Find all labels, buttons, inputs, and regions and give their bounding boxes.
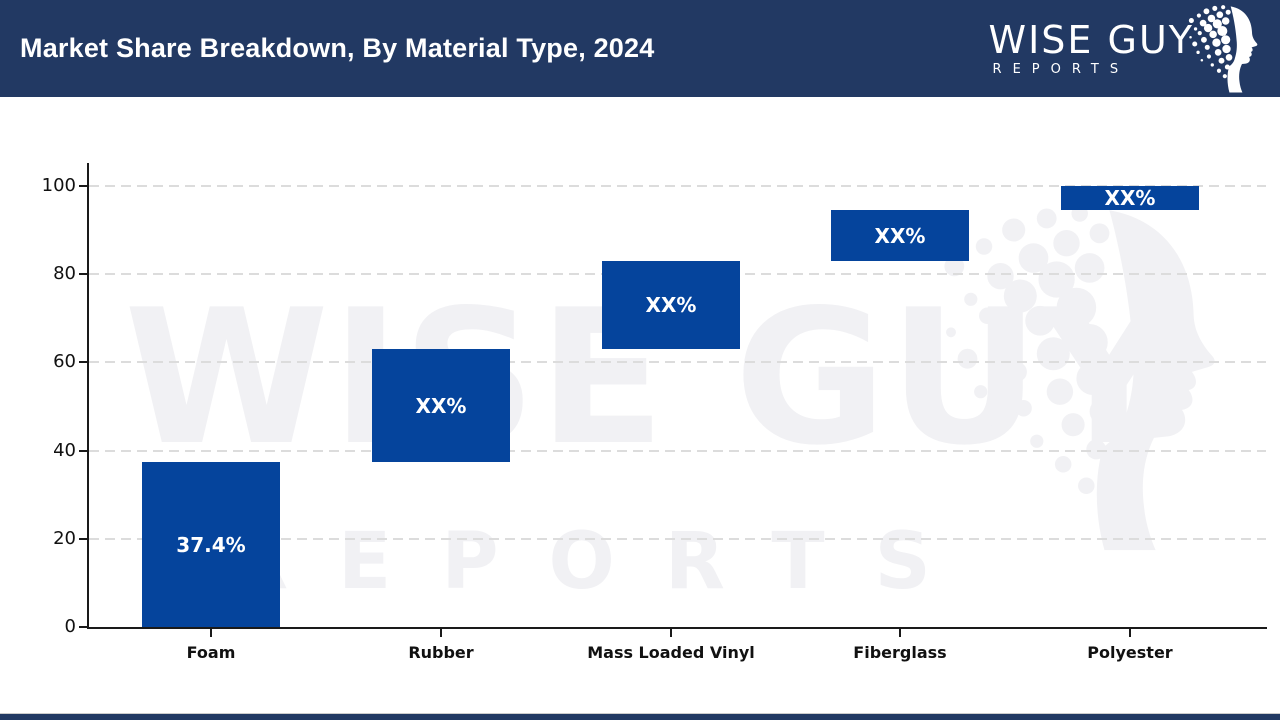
x-category-label: Fiberglass [853,643,947,662]
bar-value-label: XX% [1104,186,1156,211]
bar-mass-loaded-vinyl: XX% [602,260,740,350]
gridline-60 [89,361,1266,364]
footer-bar [0,714,1280,720]
page-title: Market Share Breakdown, By Material Type… [20,33,655,63]
x-category-label: Foam [186,643,236,662]
wiseguy-logo: WISE GUY REPORTS [989,3,1266,95]
y-tick-label: 60 [53,351,76,373]
y-tick-mark [79,449,87,452]
x-category-label: Polyester [1087,643,1173,662]
y-tick-mark [79,185,87,187]
bar-foam: 37.4% [142,462,280,627]
y-tick-label: 0 [64,616,76,637]
x-tick-mark [210,629,212,637]
y-tick-mark [79,273,87,276]
x-tick-mark [670,629,672,637]
y-tick-label: 20 [53,527,76,549]
bar-fiberglass: XX% [831,210,969,261]
gridline-40 [89,449,1266,452]
y-axis-line [87,163,89,629]
x-category-label: Mass Loaded Vinyl [587,643,755,662]
bar-value-label: XX% [874,223,926,248]
y-tick-label: 100 [41,175,76,196]
gridline-20 [89,537,1266,540]
logo-wordmark: WISE GUY [988,18,1194,62]
header: Market Share Breakdown, By Material Type… [0,0,1280,97]
footer-divider [0,713,1280,714]
logo-text: WISE GUY REPORTS [989,21,1194,76]
bar-value-label: 37.4% [176,532,246,557]
y-tick-mark [79,537,87,540]
y-tick-label: 40 [53,439,76,461]
y-tick-label: 80 [53,263,76,285]
bar-polyester: XX% [1061,186,1199,211]
bar-rubber: XX% [372,349,510,463]
gridline-100 [89,185,1266,187]
x-tick-mark [440,629,442,637]
bar-value-label: XX% [645,293,697,318]
x-tick-mark [899,629,901,637]
y-tick-mark [79,361,87,364]
logo-subtitle: REPORTS [992,62,1130,77]
x-tick-mark [1129,629,1131,637]
wiseguy-head-icon [1188,4,1258,92]
x-category-label: Rubber [408,643,474,662]
chart-area: WISE GUY REPORTS 0 20 40 60 80 100 37.4% XX% XX%… [0,97,1280,713]
y-tick-mark [79,626,87,628]
bar-value-label: XX% [415,393,467,418]
x-axis-line [87,627,1267,629]
watermark-subtitle: REPORTS [228,517,981,607]
